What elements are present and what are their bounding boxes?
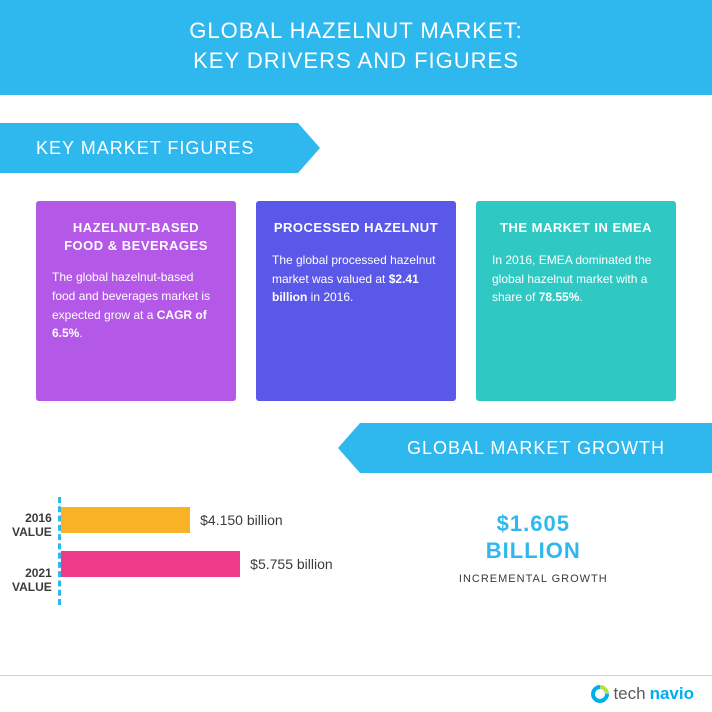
bar-value-label: $5.755 billion xyxy=(250,556,333,572)
bar-year-label: 2021VALUE xyxy=(12,567,52,595)
card-body: In 2016, EMEA dominated the global hazel… xyxy=(492,251,660,307)
card-title: PROCESSED HAZELNUT xyxy=(272,219,440,237)
header-line2: KEY DRIVERS AND FIGURES xyxy=(0,46,712,76)
card-body: The global hazelnut-based food and bever… xyxy=(52,268,220,342)
section1-title: KEY MARKET FIGURES xyxy=(36,138,254,159)
bar xyxy=(61,551,240,577)
growth-area: 2016VALUE 2021VALUE $4.150 billion $5.755 … xyxy=(0,473,712,605)
brand-logo-icon xyxy=(591,685,609,703)
brand-text-2: navio xyxy=(650,684,694,704)
brand-text-1: tech xyxy=(613,684,645,704)
bar-row: $5.755 billion xyxy=(61,551,359,577)
card-title: HAZELNUT-BASED FOOD & BEVERAGES xyxy=(52,219,220,254)
section2-banner-wrap: GLOBAL MARKET GROWTH xyxy=(0,423,712,473)
bar-labels: 2016VALUE 2021VALUE xyxy=(12,497,52,605)
incremental-label: INCREMENTAL GROWTH xyxy=(383,573,684,585)
footer-rule xyxy=(0,675,712,676)
incremental-growth: $1.605 BILLION INCREMENTAL GROWTH xyxy=(383,497,684,605)
section2-banner: GLOBAL MARKET GROWTH xyxy=(360,423,712,473)
page-header: GLOBAL HAZELNUT MARKET: KEY DRIVERS AND … xyxy=(0,0,712,95)
figure-card: HAZELNUT-BASED FOOD & BEVERAGES The globa… xyxy=(36,201,236,401)
section1-banner-wrap: KEY MARKET FIGURES xyxy=(0,123,712,173)
key-figures-cards: HAZELNUT-BASED FOOD & BEVERAGES The globa… xyxy=(0,173,712,401)
figure-card: PROCESSED HAZELNUT The global processed h… xyxy=(256,201,456,401)
card-title: THE MARKET IN EMEA xyxy=(492,219,660,237)
footer-brand: technavio xyxy=(591,684,694,704)
section1-banner: KEY MARKET FIGURES xyxy=(0,123,298,173)
bar-value-label: $4.150 billion xyxy=(200,512,283,528)
section2-title: GLOBAL MARKET GROWTH xyxy=(407,438,665,459)
bars-track: $4.150 billion $5.755 billion xyxy=(58,497,359,605)
incremental-value: $1.605 BILLION xyxy=(383,510,684,565)
header-line1: GLOBAL HAZELNUT MARKET: xyxy=(0,16,712,46)
figure-card: THE MARKET IN EMEA In 2016, EMEA dominate… xyxy=(476,201,676,401)
bar xyxy=(61,507,190,533)
bar-year-label: 2016VALUE xyxy=(12,512,52,540)
bars-area: 2016VALUE 2021VALUE $4.150 billion $5.755 … xyxy=(12,497,359,605)
card-body: The global processed hazelnut market was… xyxy=(272,251,440,307)
bar-row: $4.150 billion xyxy=(61,507,359,533)
